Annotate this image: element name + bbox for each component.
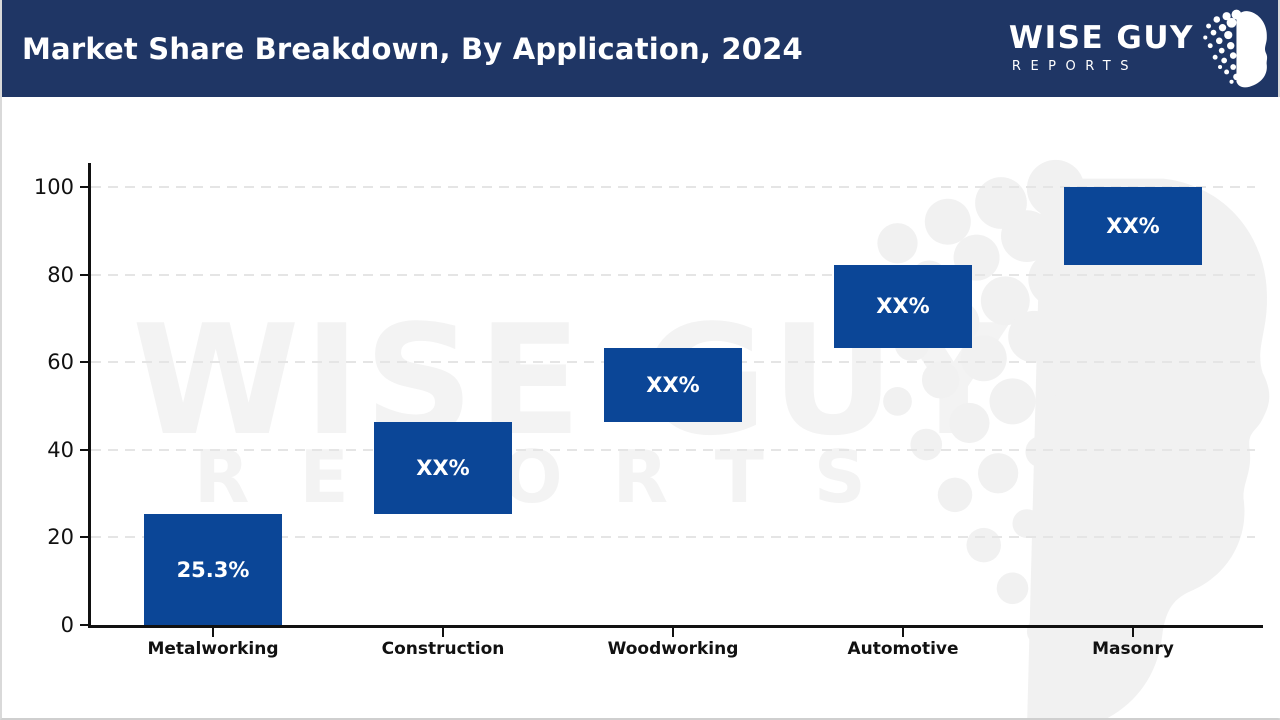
y-tick-100 — [80, 186, 89, 188]
y-tick-label-80: 80 — [47, 262, 74, 287]
x-tick-woodworking — [672, 628, 674, 637]
x-tick-masonry — [1132, 628, 1134, 637]
y-tick-label-20: 20 — [47, 525, 74, 550]
watermark-head-icon — [868, 159, 1270, 718]
header-bar: Market Share Breakdown, By Application, … — [2, 0, 1278, 97]
y-tick-label-60: 60 — [47, 350, 74, 375]
bar-woodworking: XX% — [604, 347, 742, 423]
x-tick-construction — [442, 628, 444, 637]
bar-label-metalworking: 25.3% — [176, 557, 250, 582]
bar-label-construction: XX% — [416, 456, 470, 481]
logo-subtitle: REPORTS — [1011, 59, 1139, 74]
bar-automotive: XX% — [834, 264, 972, 348]
bar-label-automotive: XX% — [876, 294, 930, 319]
bar-label-woodworking: XX% — [646, 372, 700, 397]
chart-area: WISE GUY REPORTS 0 20 40 60 80 100 25.3% Metalw… — [2, 97, 1280, 718]
y-tick-60 — [80, 361, 89, 364]
page-title: Market Share Breakdown, By Application, … — [22, 31, 803, 66]
x-tick-metalworking — [212, 628, 214, 637]
bar-label-masonry: XX% — [1106, 213, 1160, 238]
logo-head-icon — [1203, 9, 1268, 87]
bar-masonry: XX% — [1064, 187, 1202, 265]
x-axis-line — [88, 625, 1263, 628]
y-gridline-40 — [91, 448, 1255, 451]
bar-metalworking: 25.3% — [144, 514, 282, 625]
y-tick-40 — [80, 448, 89, 451]
y-gridline-100 — [91, 186, 1255, 188]
y-gridline-80 — [91, 273, 1255, 276]
y-tick-label-0: 0 — [60, 613, 74, 637]
y-tick-80 — [80, 273, 89, 276]
x-label-construction: Construction — [381, 639, 505, 659]
y-gridline-20 — [91, 536, 1255, 539]
logo-text: WISE GUY REPORTS — [1008, 20, 1194, 75]
plot-area: 0 20 40 60 80 100 25.3% Metalworking XX% Construc… — [2, 97, 1280, 718]
x-label-woodworking: Woodworking — [607, 639, 739, 659]
y-tick-20 — [80, 536, 89, 539]
y-axis-line — [88, 163, 91, 628]
x-label-masonry: Masonry — [1092, 639, 1174, 659]
wiseguy-logo: WISE GUY REPORTS — [1009, 0, 1272, 97]
x-tick-automotive — [902, 628, 904, 637]
x-label-automotive: Automotive — [847, 639, 959, 659]
y-tick-0 — [80, 624, 89, 626]
bar-construction: XX% — [374, 422, 512, 515]
x-label-metalworking: Metalworking — [147, 639, 279, 659]
y-tick-label-100: 100 — [33, 175, 74, 199]
y-tick-label-40: 40 — [47, 437, 74, 462]
logo-name: WISE GUY — [1008, 20, 1194, 56]
